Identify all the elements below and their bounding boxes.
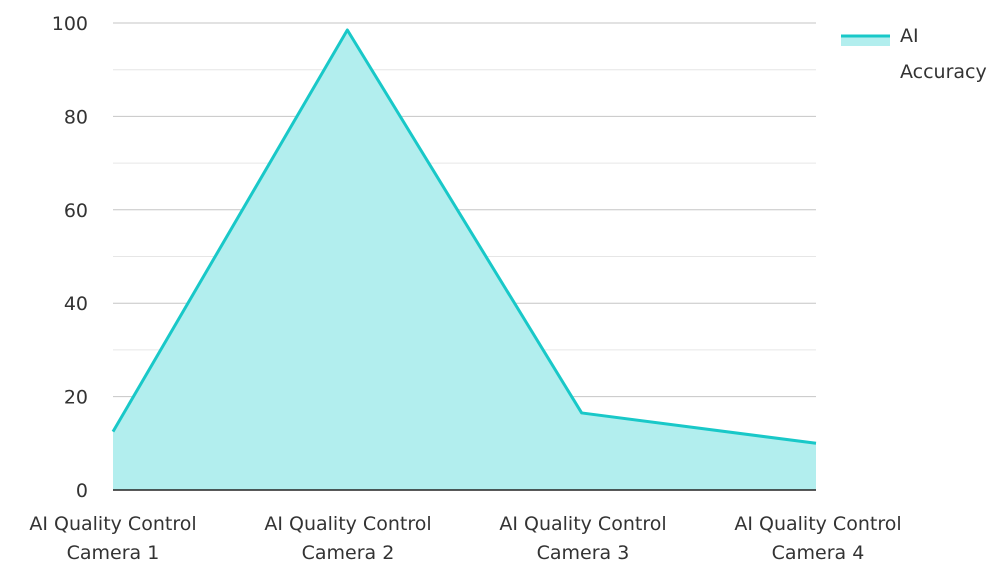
x-axis-ticks: AI Quality Control Camera 1AI Quality Con… [29, 513, 901, 563]
legend-swatch-fill [841, 36, 890, 46]
legend-label: AI Accuracy [900, 25, 987, 83]
area-fill-ai-accuracy [113, 30, 816, 490]
x-tick-label-line: Camera 2 [302, 542, 395, 563]
legend: AI Accuracy [841, 25, 987, 83]
y-tick-label: 100 [52, 13, 88, 35]
y-tick-label: 40 [64, 293, 88, 315]
x-tick-label: AI Quality Control Camera 3 [499, 513, 666, 563]
legend-label-line-1: AI [900, 25, 919, 47]
x-tick-label-line: AI Quality Control [264, 513, 431, 535]
x-tick-label-line: AI Quality Control [734, 513, 901, 535]
x-tick-label-line: AI Quality Control [499, 513, 666, 535]
x-tick-label: AI Quality Control Camera 1 [29, 513, 196, 563]
y-tick-label: 80 [64, 106, 88, 128]
legend-label-line-2: Accuracy [900, 61, 987, 83]
y-axis-ticks: 0 20 40 60 80 100 [52, 13, 88, 502]
area-layer [111, 28, 817, 490]
series-line-ai-accuracy [111, 28, 817, 445]
x-tick-label-line: Camera 3 [537, 542, 630, 563]
x-tick-label-line: Camera 1 [67, 542, 160, 563]
x-tick-label-line: AI Quality Control [29, 513, 196, 535]
y-tick-label: 0 [76, 480, 88, 502]
x-tick-label: AI Quality Control Camera 2 [264, 513, 431, 563]
y-tick-label: 20 [64, 387, 88, 409]
x-tick-label-line: Camera 4 [772, 542, 865, 563]
y-tick-label: 60 [64, 200, 88, 222]
x-tick-label: AI Quality Control Camera 4 [734, 513, 901, 563]
